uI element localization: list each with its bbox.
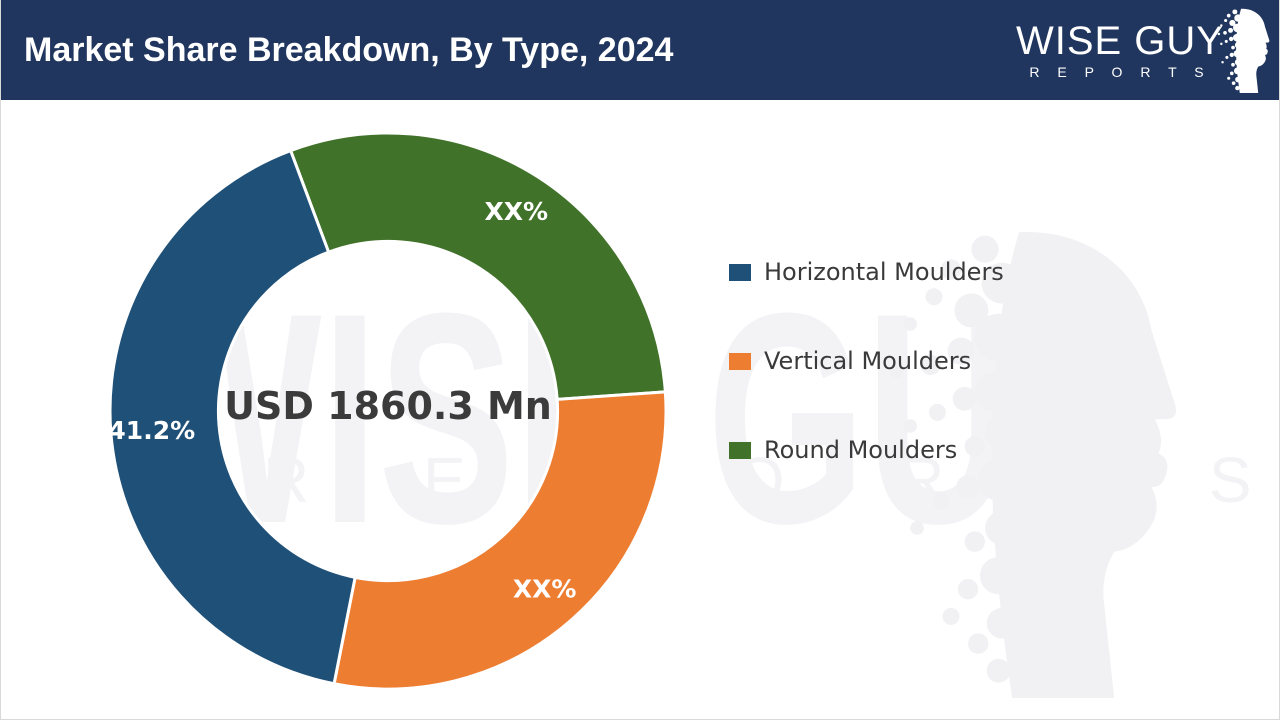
chart-legend: Horizontal Moulders Vertical Moulders Ro… xyxy=(729,256,1004,523)
donut-chart: XX% XX% 41.2% xyxy=(88,111,688,711)
legend-swatch-vertical-moulders xyxy=(729,352,751,370)
wise-guy-reports-logo: WISE GUY R E P O R T S xyxy=(1016,7,1279,93)
donut-segment-round-moulders xyxy=(288,131,667,401)
segment-value-label: 41.2% xyxy=(108,416,195,445)
header-bar: Market Share Breakdown, By Type, 2024 WI… xyxy=(1,0,1279,100)
legend-label: Round Moulders xyxy=(764,436,958,464)
page-title: Market Share Breakdown, By Type, 2024 xyxy=(24,30,674,69)
legend-label: Horizontal Moulders xyxy=(764,258,1004,286)
legend-item-round-moulders: Round Moulders xyxy=(729,434,1004,466)
donut-segment-vertical-moulders xyxy=(332,390,668,691)
donut-chart-svg: XX% XX% 41.2% xyxy=(108,131,668,691)
legend-label: Vertical Moulders xyxy=(764,347,972,375)
donut-segment-horizontal-moulders xyxy=(108,148,357,686)
legend-item-horizontal-moulders: Horizontal Moulders xyxy=(729,256,1004,288)
logo-text: WISE GUY R E P O R T S xyxy=(1016,21,1224,80)
legend-item-vertical-moulders: Vertical Moulders xyxy=(729,345,1004,377)
segment-value-label: XX% xyxy=(485,197,549,226)
legend-swatch-round-moulders xyxy=(729,441,751,459)
segment-value-label: XX% xyxy=(513,574,577,603)
logo-subtext: R E P O R T S xyxy=(1029,63,1211,80)
logo-wordmark: WISE GUY xyxy=(1015,18,1224,63)
logo-face-icon xyxy=(1217,8,1270,93)
legend-swatch-horizontal-moulders xyxy=(729,263,751,281)
chart-center-value: USD 1860.3 Mn xyxy=(224,384,552,428)
